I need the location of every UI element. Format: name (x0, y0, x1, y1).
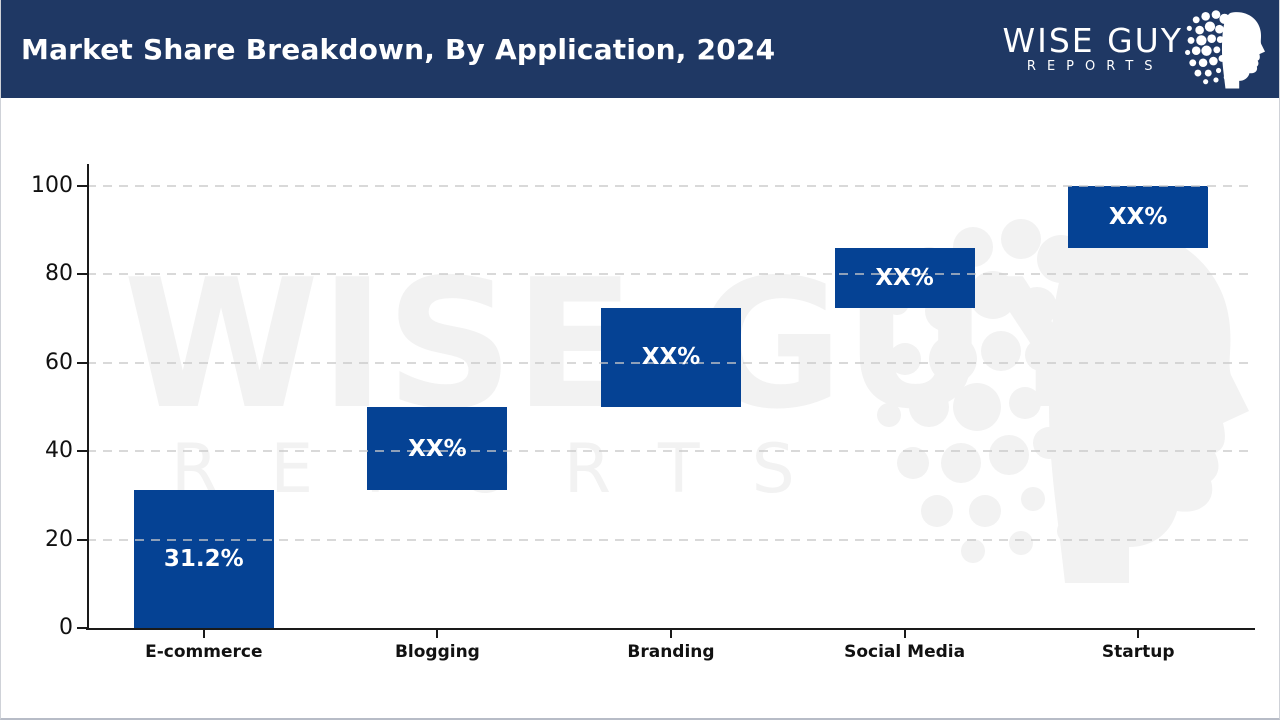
x-category-label: Branding (627, 642, 715, 662)
y-tick-label: 0 (59, 615, 73, 640)
wiseguy-face-icon (1185, 10, 1265, 89)
y-tick-mark (77, 450, 87, 453)
y-tick-label: 100 (31, 173, 73, 199)
y-tick-mark (77, 273, 87, 276)
logo-subtitle: REPORTS (1026, 59, 1164, 75)
y-tick-mark (77, 361, 87, 364)
gridline (87, 273, 1255, 276)
waterfall-bar (367, 407, 508, 491)
y-tick-mark (77, 627, 87, 629)
bar-value-label: 31.2% (163, 546, 244, 573)
gridline (87, 450, 1255, 453)
labels-layer: 0 20 40 60 80 100 31.2% E-commerce XX% Blogging XX… (1, 98, 1279, 718)
y-tick-label: 40 (45, 438, 73, 464)
gridline (87, 538, 1255, 541)
x-tick-mark (202, 630, 205, 638)
waterfall-bar (834, 247, 975, 308)
waterfall-bar (133, 490, 274, 628)
grid-layer (1, 98, 1279, 718)
x-tick-mark (436, 630, 439, 638)
header: Market Share Breakdown, By Application, … (1, 0, 1279, 98)
logo-wordmark: WISE GUY (1002, 20, 1183, 60)
x-tick-mark (1137, 630, 1140, 638)
gridline (87, 361, 1255, 364)
waterfall-bar (1068, 186, 1209, 248)
x-category-label: Blogging (394, 642, 480, 662)
bar-value-label: XX% (1108, 204, 1168, 231)
bar-value-label: XX% (408, 435, 467, 462)
logo-text: WISE GUY REPORTS (1002, 20, 1183, 75)
gridline (87, 185, 1255, 188)
y-tick-label: 20 (45, 526, 73, 552)
y-tick-mark (77, 538, 87, 541)
bar-value-label: XX% (641, 344, 701, 371)
page-title: Market Share Breakdown, By Application, … (21, 32, 776, 66)
chart-stage: WISE GUY REPORTS 02040608010031.2%E-comm… (1, 98, 1279, 718)
bars-layer (1, 98, 1279, 718)
y-axis-line (87, 164, 89, 630)
x-category-label: Social Media (844, 642, 966, 662)
y-tick-label: 60 (45, 349, 73, 375)
x-tick-mark (670, 630, 672, 638)
x-tick-mark (903, 630, 906, 638)
x-category-label: E-commerce (145, 642, 263, 662)
y-tick-label: 80 (45, 261, 73, 287)
x-axis-line (86, 628, 1255, 630)
wiseguy-logo: WISE GUY REPORTS (1002, 7, 1265, 91)
bar-value-label: XX% (875, 264, 934, 291)
y-tick-mark (77, 185, 87, 188)
x-category-label: Startup (1101, 642, 1175, 662)
waterfall-bar (601, 307, 741, 408)
axis-layer (1, 98, 1279, 718)
